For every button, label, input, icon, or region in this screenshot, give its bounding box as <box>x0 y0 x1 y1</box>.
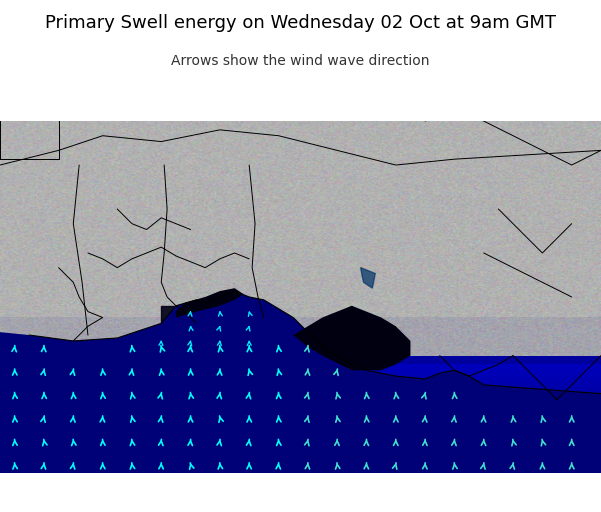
Polygon shape <box>176 288 243 317</box>
Polygon shape <box>361 268 375 288</box>
Text: Arrows show the wind wave direction: Arrows show the wind wave direction <box>171 54 430 69</box>
Polygon shape <box>0 291 601 473</box>
Polygon shape <box>293 306 410 370</box>
Text: Primary Swell energy on Wednesday 02 Oct at 9am GMT: Primary Swell energy on Wednesday 02 Oct… <box>45 14 556 32</box>
